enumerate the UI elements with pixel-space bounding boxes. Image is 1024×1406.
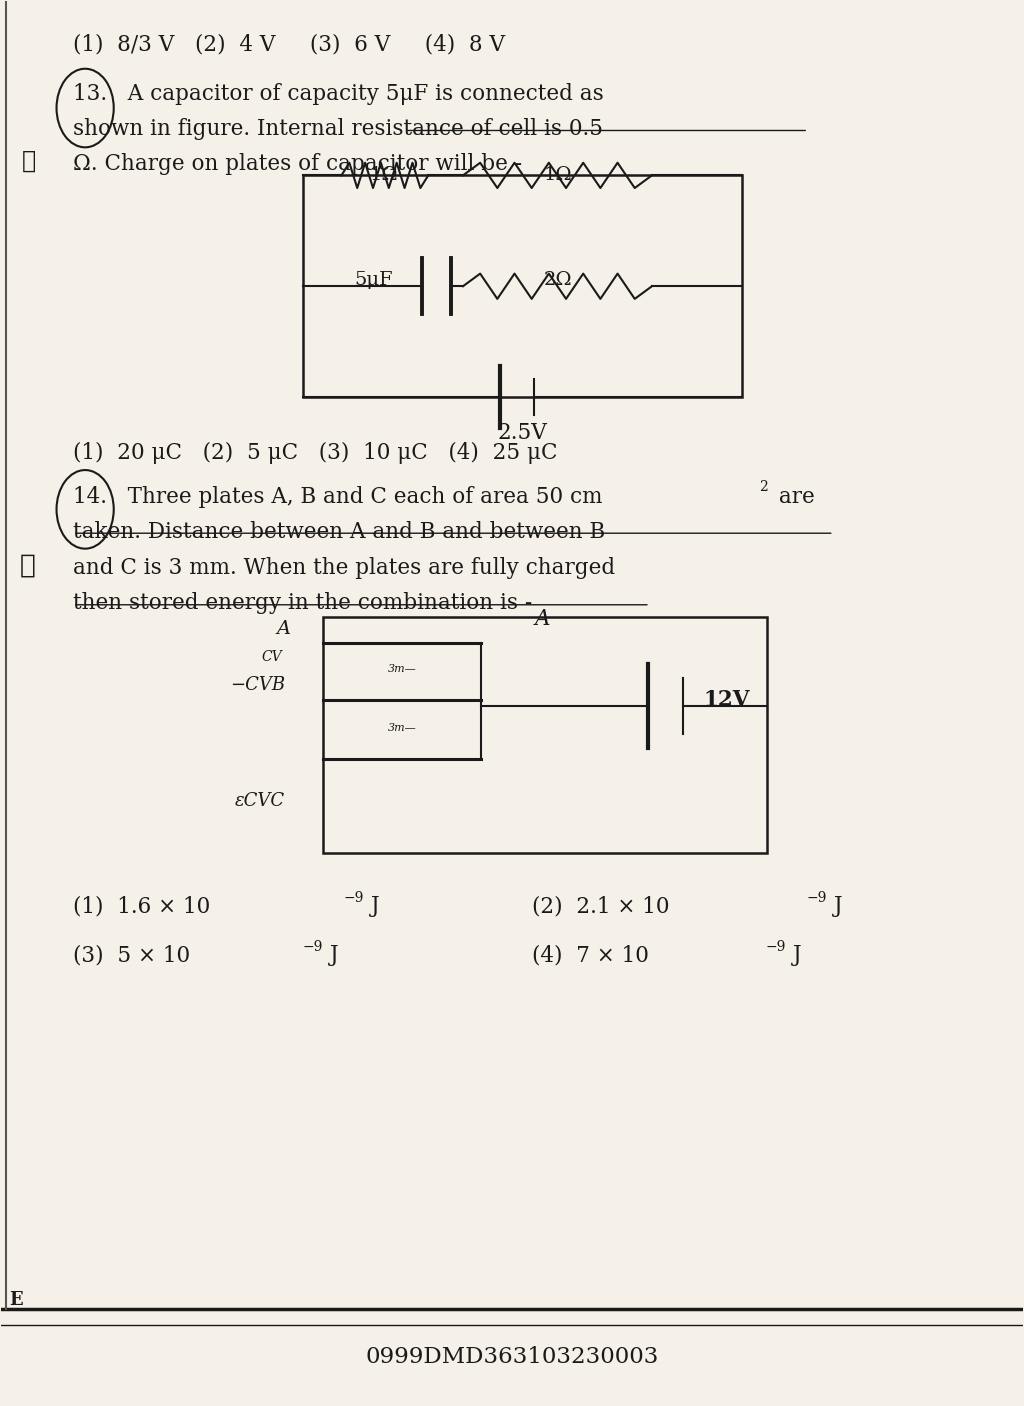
Text: −9: −9 — [765, 941, 785, 955]
Bar — [324, 617, 767, 853]
Text: ★: ★ — [22, 150, 36, 173]
Text: 3m—: 3m— — [388, 723, 417, 734]
Text: A: A — [276, 620, 291, 638]
Text: 12V: 12V — [703, 689, 750, 711]
Text: Ω. Charge on plates of capacitor will be -: Ω. Charge on plates of capacitor will be… — [73, 153, 522, 174]
Text: 3m—: 3m— — [388, 664, 417, 675]
Text: E: E — [9, 1291, 24, 1309]
Text: taken. Distance between A and B and between B: taken. Distance between A and B and betw… — [73, 520, 605, 543]
Text: J: J — [826, 896, 842, 917]
Text: J: J — [364, 896, 380, 917]
Text: J: J — [324, 945, 339, 966]
Text: J: J — [785, 945, 802, 966]
Text: 1Ω: 1Ω — [544, 166, 572, 184]
Text: −9: −9 — [303, 941, 323, 955]
Text: (2)  2.1 × 10: (2) 2.1 × 10 — [532, 896, 670, 917]
Text: A: A — [535, 607, 550, 630]
Text: shown in figure. Internal resistance of cell is 0.5: shown in figure. Internal resistance of … — [73, 118, 603, 139]
Text: (3)  5 × 10: (3) 5 × 10 — [73, 945, 190, 966]
Text: 13.   A capacitor of capacity 5μF is connected as: 13. A capacitor of capacity 5μF is conne… — [73, 83, 603, 105]
Text: (1)  1.6 × 10: (1) 1.6 × 10 — [73, 896, 210, 917]
Text: 0999DMD363103230003: 0999DMD363103230003 — [366, 1346, 658, 1368]
Text: 2Ω: 2Ω — [544, 271, 572, 288]
Text: 14.   Three plates A, B and C each of area 50 cm: 14. Three plates A, B and C each of area… — [73, 485, 602, 508]
Text: 2.5V: 2.5V — [498, 422, 547, 444]
Text: εCVC: εCVC — [236, 792, 286, 810]
Bar — [303, 176, 741, 396]
Text: 1Ω: 1Ω — [370, 166, 398, 184]
Text: ★: ★ — [19, 553, 36, 578]
Text: 5μF: 5μF — [355, 271, 393, 288]
Text: then stored energy in the combination is -: then stored energy in the combination is… — [73, 592, 532, 614]
Text: 2: 2 — [759, 479, 768, 494]
Text: are: are — [772, 485, 815, 508]
Text: −9: −9 — [343, 891, 364, 905]
Text: and C is 3 mm. When the plates are fully charged: and C is 3 mm. When the plates are fully… — [73, 557, 615, 579]
Text: (1)  20 μC   (2)  5 μC   (3)  10 μC   (4)  25 μC: (1) 20 μC (2) 5 μC (3) 10 μC (4) 25 μC — [73, 441, 557, 464]
Text: −CVB: −CVB — [230, 676, 286, 693]
Text: −9: −9 — [806, 891, 826, 905]
Text: CV: CV — [261, 650, 283, 664]
Text: (4)  7 × 10: (4) 7 × 10 — [532, 945, 649, 966]
Text: (1)  8/3 V   (2)  4 V     (3)  6 V     (4)  8 V: (1) 8/3 V (2) 4 V (3) 6 V (4) 8 V — [73, 34, 505, 56]
